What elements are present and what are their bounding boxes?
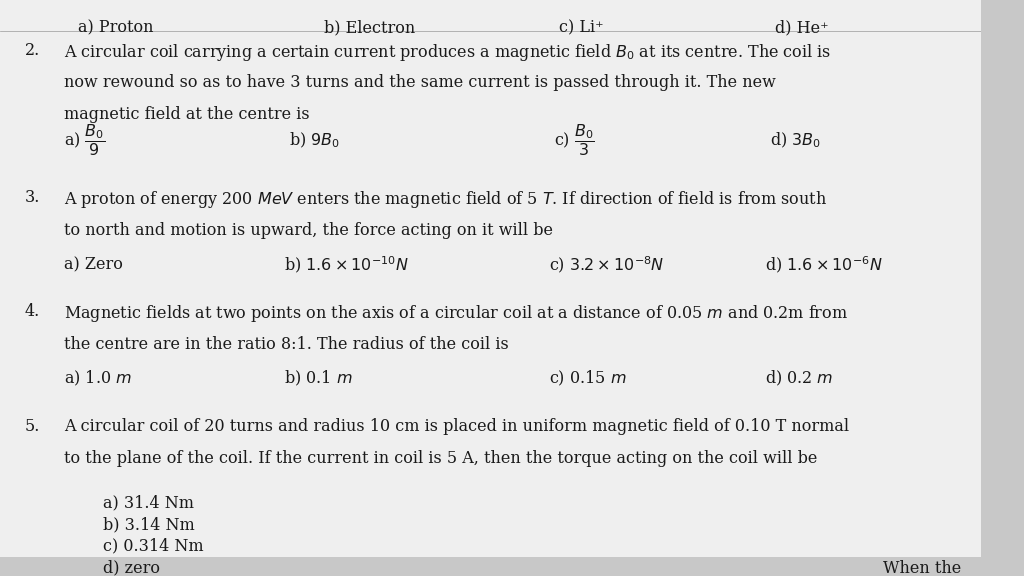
Text: Magnetic fields at two points on the axis of a circular coil at a distance of 0.: Magnetic fields at two points on the axi…	[63, 304, 848, 324]
Text: b) 0.1 $m$: b) 0.1 $m$	[285, 369, 353, 388]
Text: a) 31.4 Nm: a) 31.4 Nm	[103, 494, 194, 511]
Text: c) $3.2 \times 10^{-8}N$: c) $3.2 \times 10^{-8}N$	[549, 254, 665, 275]
Text: now rewound so as to have 3 turns and the same current is passed through it. The: now rewound so as to have 3 turns and th…	[63, 74, 775, 91]
Text: b) $1.6 \times 10^{-10}N$: b) $1.6 \times 10^{-10}N$	[285, 254, 410, 275]
Text: When the: When the	[883, 559, 962, 576]
Text: b) 3.14 Nm: b) 3.14 Nm	[103, 516, 195, 533]
Text: a) Proton: a) Proton	[79, 20, 154, 36]
Text: d) zero: d) zero	[103, 559, 160, 576]
Text: a) 1.0 $m$: a) 1.0 $m$	[63, 369, 132, 388]
Text: to north and motion is upward, the force acting on it will be: to north and motion is upward, the force…	[63, 222, 553, 238]
Text: a) Zero: a) Zero	[63, 256, 123, 273]
Text: d) He⁺: d) He⁺	[775, 20, 828, 36]
Text: 3.: 3.	[25, 190, 40, 206]
Text: A proton of energy 200 $MeV$ enters the magnetic field of 5 $T$. If direction of: A proton of energy 200 $MeV$ enters the …	[63, 190, 827, 210]
Text: 4.: 4.	[25, 304, 40, 320]
Text: d) $1.6 \times 10^{-6}N$: d) $1.6 \times 10^{-6}N$	[765, 254, 883, 275]
Text: 5.: 5.	[25, 418, 40, 434]
Text: A circular coil of 20 turns and radius 10 cm is placed in uniform magnetic field: A circular coil of 20 turns and radius 1…	[63, 418, 849, 434]
Text: a) $\dfrac{B_0}{9}$: a) $\dfrac{B_0}{9}$	[63, 123, 105, 158]
Text: the centre are in the ratio 8:1. The radius of the coil is: the centre are in the ratio 8:1. The rad…	[63, 336, 509, 353]
Text: c) 0.314 Nm: c) 0.314 Nm	[103, 538, 204, 555]
Text: d) 0.2 $m$: d) 0.2 $m$	[765, 369, 834, 388]
Text: c) 0.15 $m$: c) 0.15 $m$	[549, 369, 627, 388]
Text: c) Li⁺: c) Li⁺	[559, 20, 604, 36]
Text: magnetic field at the centre is: magnetic field at the centre is	[63, 107, 309, 123]
Text: 2.: 2.	[25, 41, 40, 59]
FancyBboxPatch shape	[0, 0, 981, 557]
Text: A circular coil carrying a certain current produces a magnetic field $B_0$ at it: A circular coil carrying a certain curre…	[63, 41, 831, 63]
Text: b) Electron: b) Electron	[324, 20, 415, 36]
Text: c) $\dfrac{B_0}{3}$: c) $\dfrac{B_0}{3}$	[554, 123, 595, 158]
Text: to the plane of the coil. If the current in coil is 5 A, then the torque acting : to the plane of the coil. If the current…	[63, 450, 817, 467]
Text: d) $3B_0$: d) $3B_0$	[770, 131, 821, 150]
Text: b) $9B_0$: b) $9B_0$	[290, 131, 340, 150]
